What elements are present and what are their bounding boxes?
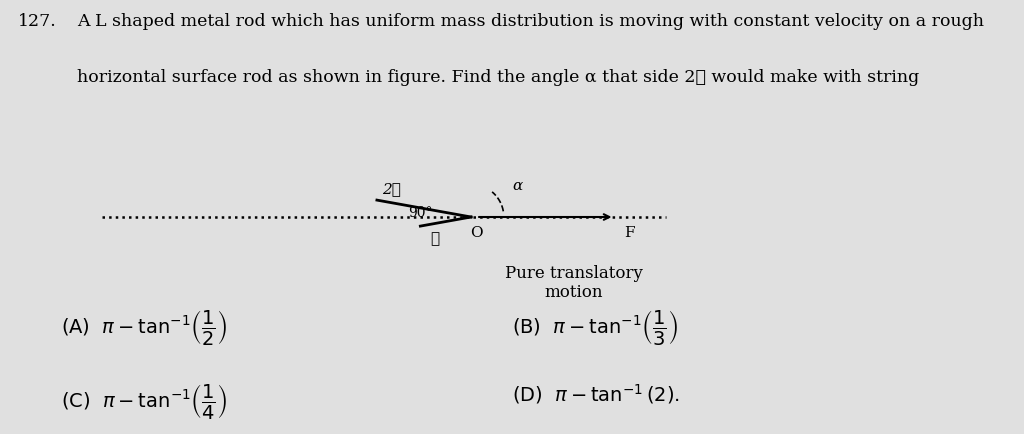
Text: (C)  $\pi-\tan^{-1}\!\left(\dfrac{1}{4}\right)$: (C) $\pi-\tan^{-1}\!\left(\dfrac{1}{4}\r… [61,382,227,421]
Text: ℓ: ℓ [431,233,439,247]
Text: α: α [512,179,522,193]
Text: 90°: 90° [408,206,432,220]
Text: Pure translatory
motion: Pure translatory motion [505,265,642,301]
Text: horizontal surface rod as shown in figure. Find the angle α that side 2ℓ would m: horizontal surface rod as shown in figur… [77,69,920,86]
Text: (D)  $\pi-\tan^{-1}(2).$: (D) $\pi-\tan^{-1}(2).$ [512,382,680,406]
Text: F: F [625,226,635,240]
Text: (B)  $\pi-\tan^{-1}\!\left(\dfrac{1}{3}\right)$: (B) $\pi-\tan^{-1}\!\left(\dfrac{1}{3}\r… [512,308,678,347]
Text: A L shaped metal rod which has uniform mass distribution is moving with constant: A L shaped metal rod which has uniform m… [77,13,984,30]
Text: 127.: 127. [18,13,57,30]
Text: O: O [470,226,482,240]
Text: 2ℓ: 2ℓ [382,182,401,196]
Text: (A)  $\pi-\tan^{-1}\!\left(\dfrac{1}{2}\right)$: (A) $\pi-\tan^{-1}\!\left(\dfrac{1}{2}\r… [61,308,227,347]
